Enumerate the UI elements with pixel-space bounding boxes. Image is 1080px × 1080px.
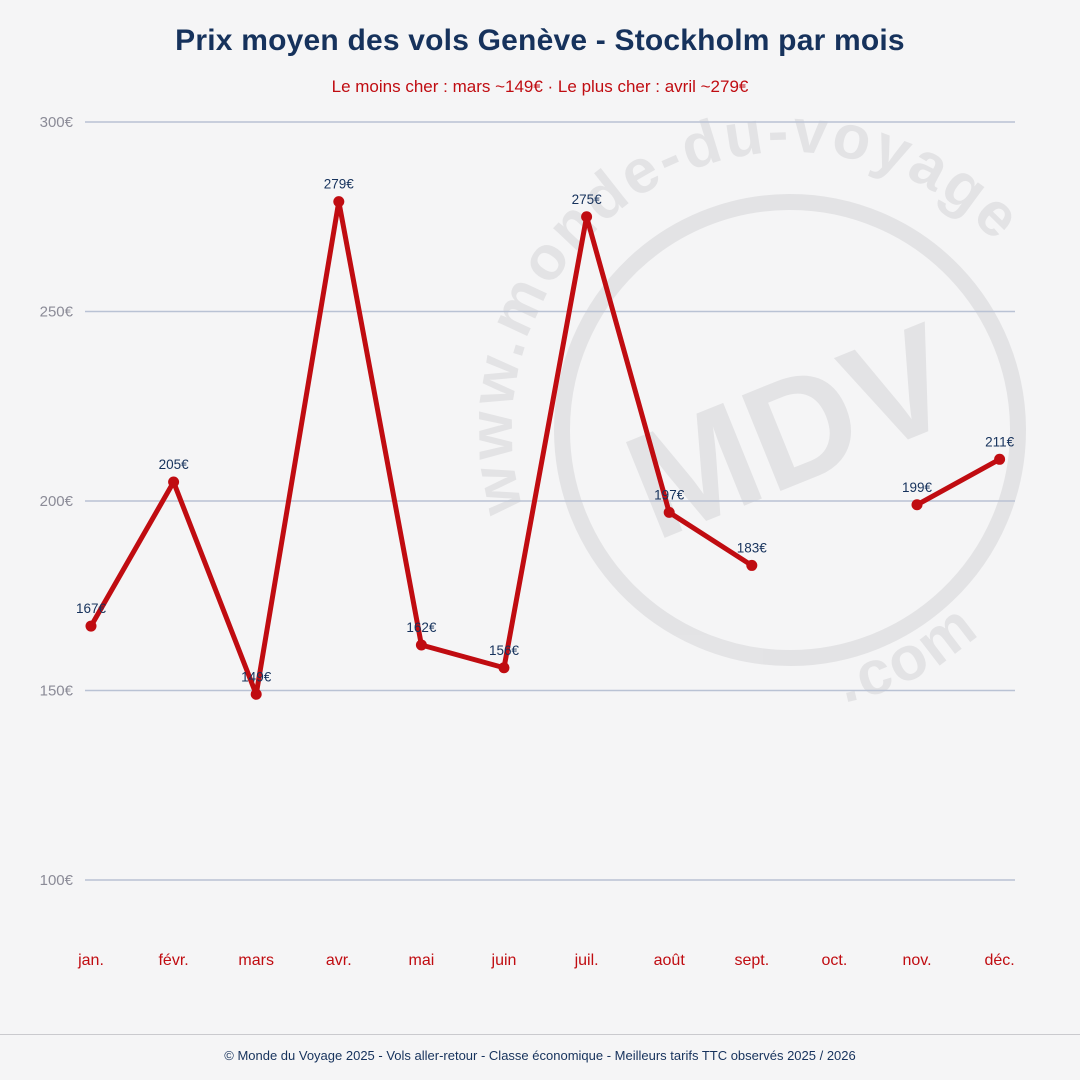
point-label: 167€ bbox=[76, 601, 107, 616]
point-label: 279€ bbox=[324, 177, 355, 192]
data-point bbox=[168, 476, 180, 488]
x-tick-label: avr. bbox=[326, 952, 352, 969]
point-label: 183€ bbox=[737, 540, 768, 555]
data-point bbox=[911, 499, 923, 511]
data-point bbox=[333, 196, 345, 208]
x-tick-label: sept. bbox=[734, 952, 769, 969]
watermark: www.monde-du-voyage .com MDV bbox=[357, 95, 1071, 722]
y-tick-label: 250€ bbox=[40, 304, 74, 321]
x-tick-label: nov. bbox=[902, 952, 931, 969]
series-line bbox=[914, 456, 1003, 508]
data-point bbox=[415, 639, 427, 651]
data-point bbox=[994, 453, 1006, 465]
point-label: 156€ bbox=[489, 643, 520, 658]
page-subtitle: Le moins cher : mars ~149€ · Le plus che… bbox=[331, 77, 749, 96]
data-point bbox=[746, 559, 758, 571]
x-tick-label: mars bbox=[238, 952, 274, 969]
x-tick-label: mai bbox=[409, 952, 435, 969]
watermark-ring bbox=[554, 194, 1026, 666]
footer-divider bbox=[0, 1034, 1080, 1035]
point-label: 199€ bbox=[902, 480, 933, 495]
footer-text: © Monde du Voyage 2025 - Vols aller-reto… bbox=[224, 1048, 856, 1063]
point-label: 162€ bbox=[406, 620, 437, 635]
x-tick-label: août bbox=[654, 952, 686, 969]
data-point bbox=[85, 620, 97, 632]
page-title: Prix moyen des vols Genève - Stockholm p… bbox=[175, 24, 905, 57]
point-label: 211€ bbox=[985, 434, 1015, 449]
y-tick-label: 200€ bbox=[40, 493, 74, 510]
x-tick-label: févr. bbox=[158, 952, 188, 969]
data-point bbox=[250, 688, 262, 700]
point-label: 197€ bbox=[654, 487, 685, 502]
price-line-chart: 300€ 250€ 200€ 150€ 100€ jan. févr. mars avr. mai… bbox=[40, 114, 1015, 969]
point-label: 149€ bbox=[241, 669, 272, 684]
point-label: 205€ bbox=[159, 457, 190, 472]
x-tick-label: jan. bbox=[77, 952, 104, 969]
y-tick-label: 100€ bbox=[40, 872, 74, 889]
x-tick-label: juin bbox=[491, 952, 517, 969]
x-tick-label: déc. bbox=[984, 952, 1014, 969]
x-tick-label: juil. bbox=[574, 952, 599, 969]
data-point bbox=[663, 506, 675, 518]
data-point bbox=[581, 211, 593, 223]
x-tick-label: oct. bbox=[822, 952, 848, 969]
y-tick-label: 150€ bbox=[40, 683, 74, 700]
point-label: 275€ bbox=[572, 192, 603, 207]
y-tick-label: 300€ bbox=[40, 114, 74, 131]
data-point bbox=[498, 662, 510, 674]
